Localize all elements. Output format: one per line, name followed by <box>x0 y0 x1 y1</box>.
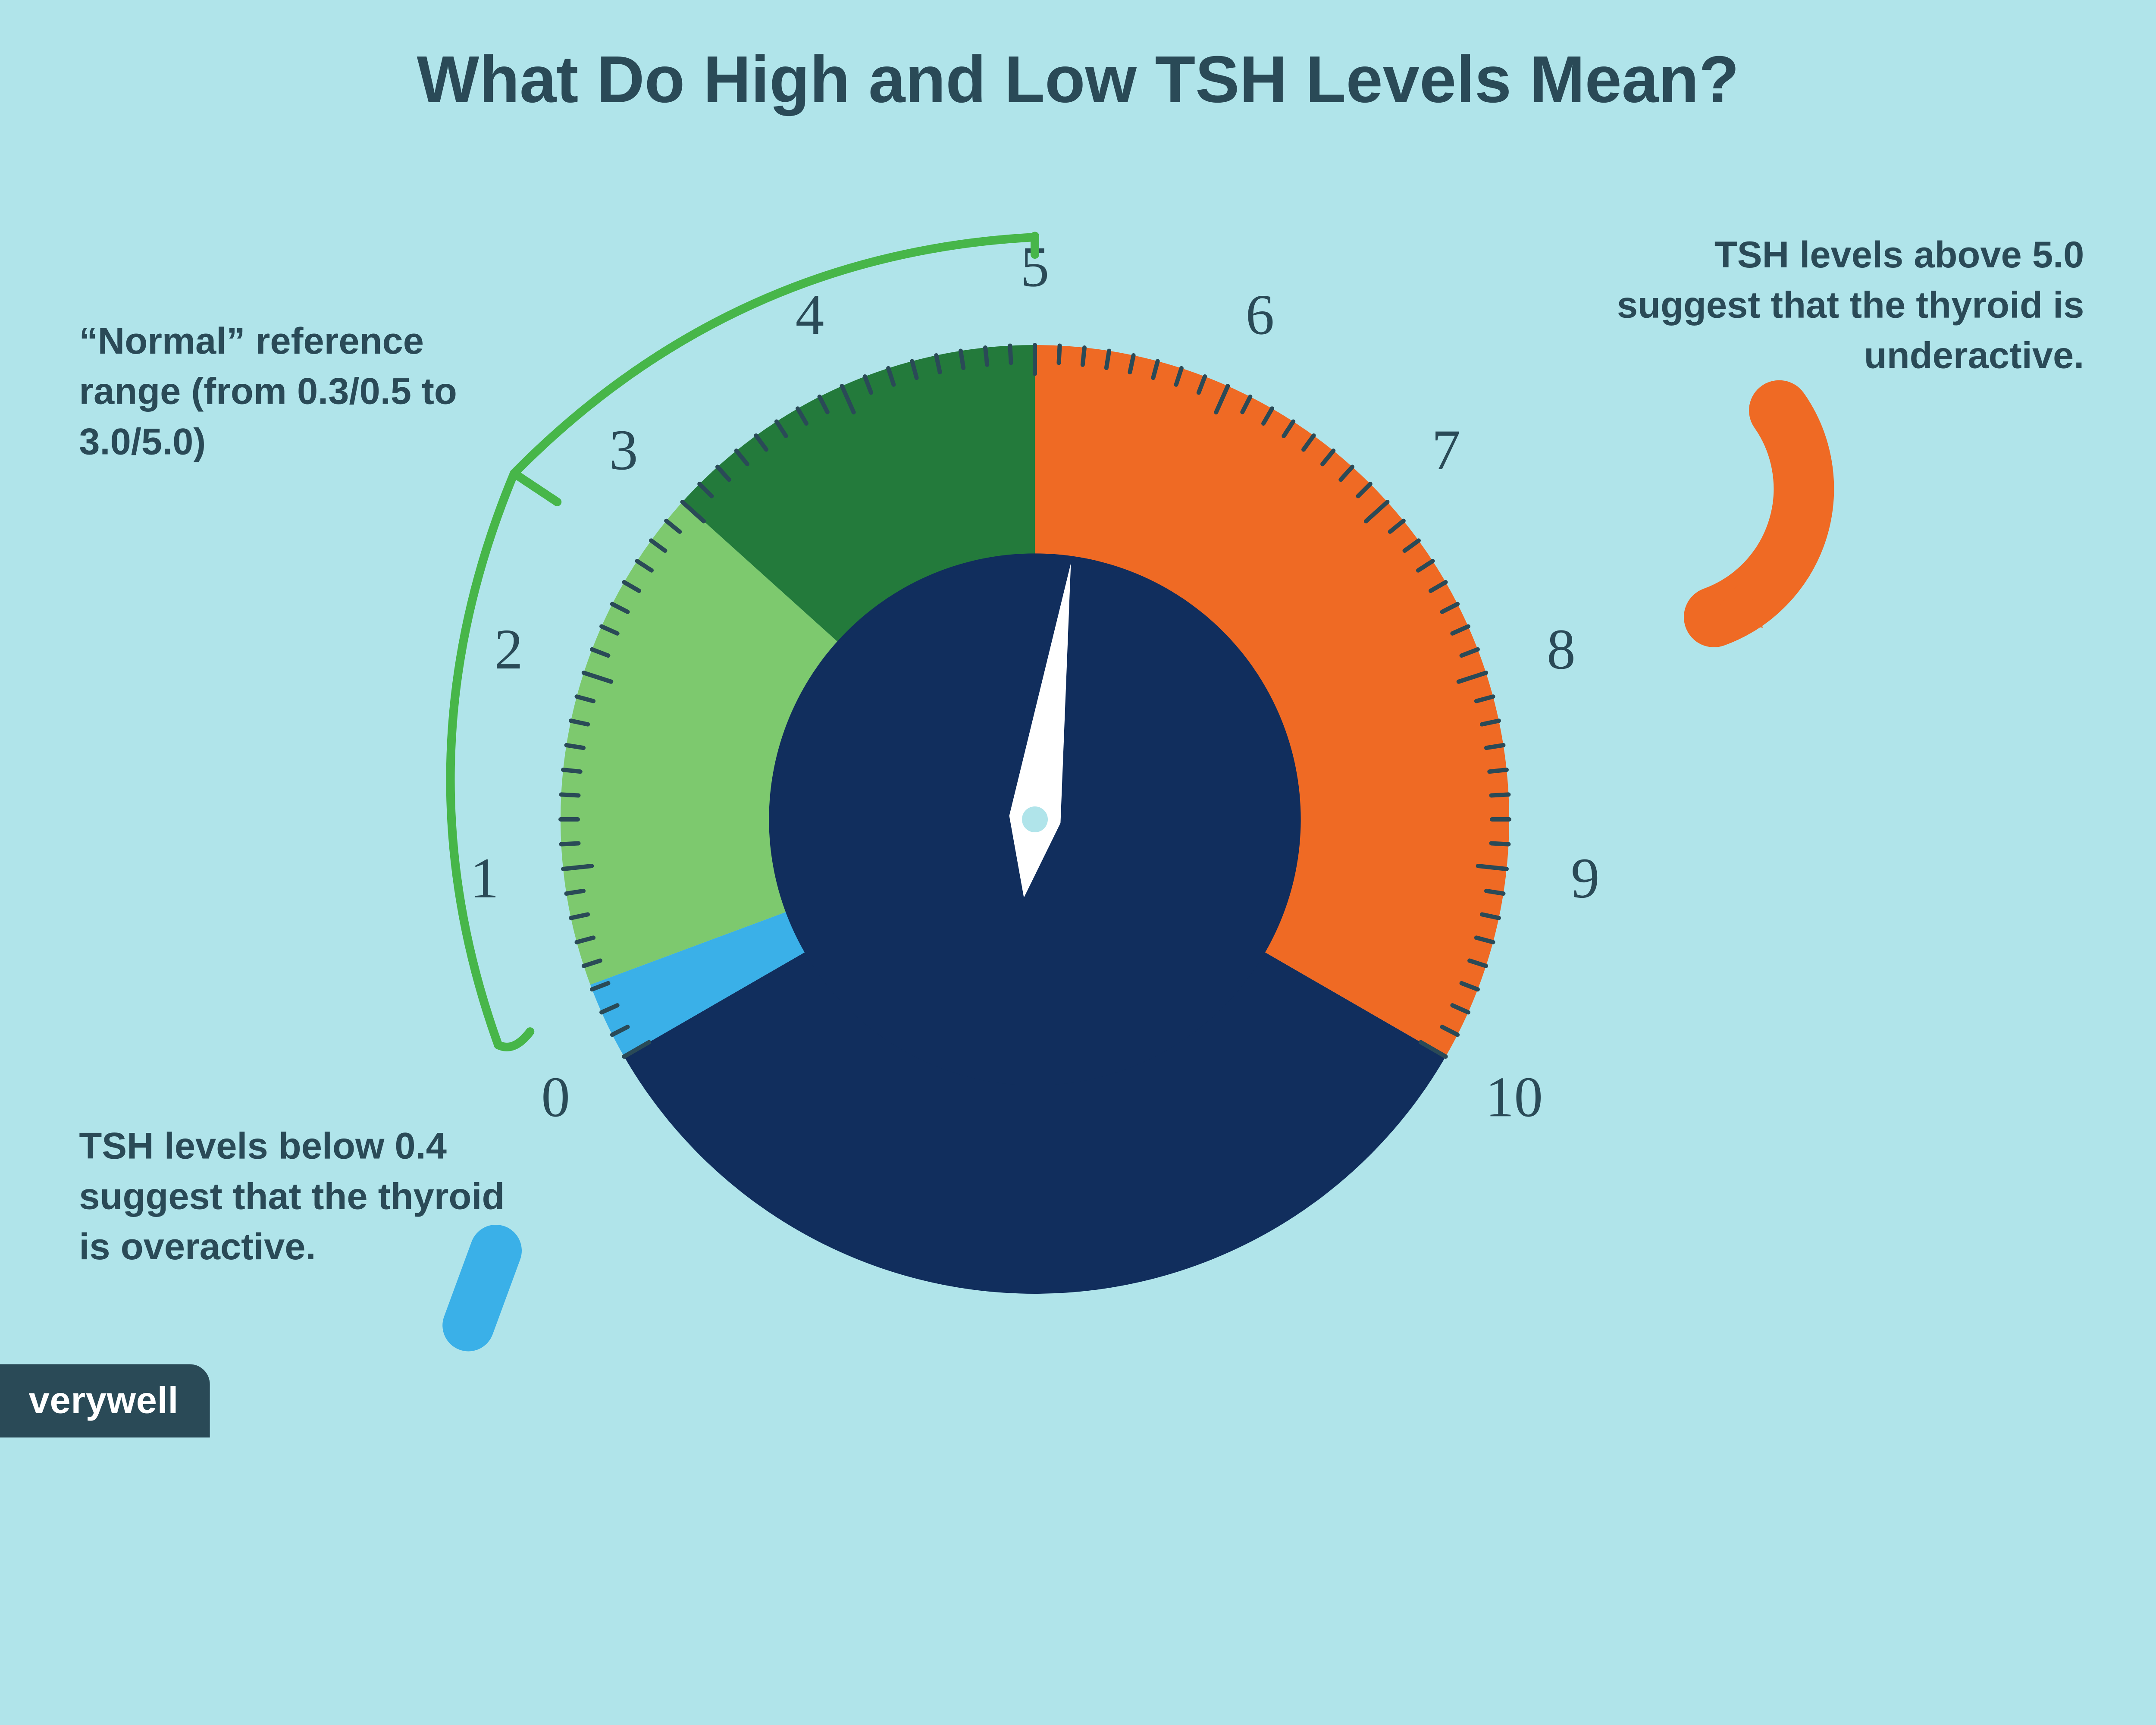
gauge-scale-label: 2 <box>494 617 523 681</box>
gauge-scale-label: 8 <box>1547 617 1576 681</box>
annotation-normal-range: “Normal” reference range (from 0.3/0.5 t… <box>79 316 510 467</box>
gauge-scale-label: 10 <box>1485 1065 1543 1129</box>
gauge-scale-label: 7 <box>1432 418 1460 482</box>
page-title: What Do High and Low TSH Levels Mean? <box>0 40 2156 118</box>
gauge-scale-label: 1 <box>470 846 499 910</box>
gauge-tick <box>1010 346 1011 363</box>
gauge-tick <box>561 843 579 844</box>
gauge-tick <box>561 794 579 795</box>
gauge-scale-label: 6 <box>1246 282 1275 346</box>
gauge-tick <box>1492 794 1509 795</box>
gauge-tick <box>563 866 592 869</box>
annotation-high-tsh: TSH levels above 5.0 suggest that the th… <box>1610 230 2084 381</box>
gauge-tick <box>1486 745 1504 748</box>
gauge-tick <box>1486 891 1504 894</box>
gauge-tick <box>1489 770 1507 772</box>
gauge-scale-label: 0 <box>541 1065 570 1129</box>
annotation-low-tsh: TSH levels below 0.4 suggest that the th… <box>79 1121 510 1273</box>
gauge-tick <box>1083 348 1084 365</box>
gauge-tick <box>563 770 580 772</box>
gauge-tick <box>567 891 584 894</box>
gauge-scale-label: 4 <box>796 282 824 346</box>
gauge-tick <box>1478 866 1507 869</box>
normal-range-brace <box>498 1032 530 1047</box>
gauge-tick <box>985 348 987 365</box>
gauge-tick <box>1492 843 1509 844</box>
gauge-needle-hub <box>1022 806 1048 832</box>
gauge-tick <box>1106 351 1109 368</box>
gauge-tick <box>567 745 584 748</box>
gauge-tick <box>961 351 963 368</box>
gauge-scale-label: 3 <box>609 418 638 482</box>
high-tsh-arrow-icon <box>1714 411 1804 617</box>
brand-logo: verywell <box>0 1364 210 1437</box>
gauge-scale-label: 9 <box>1571 846 1600 910</box>
